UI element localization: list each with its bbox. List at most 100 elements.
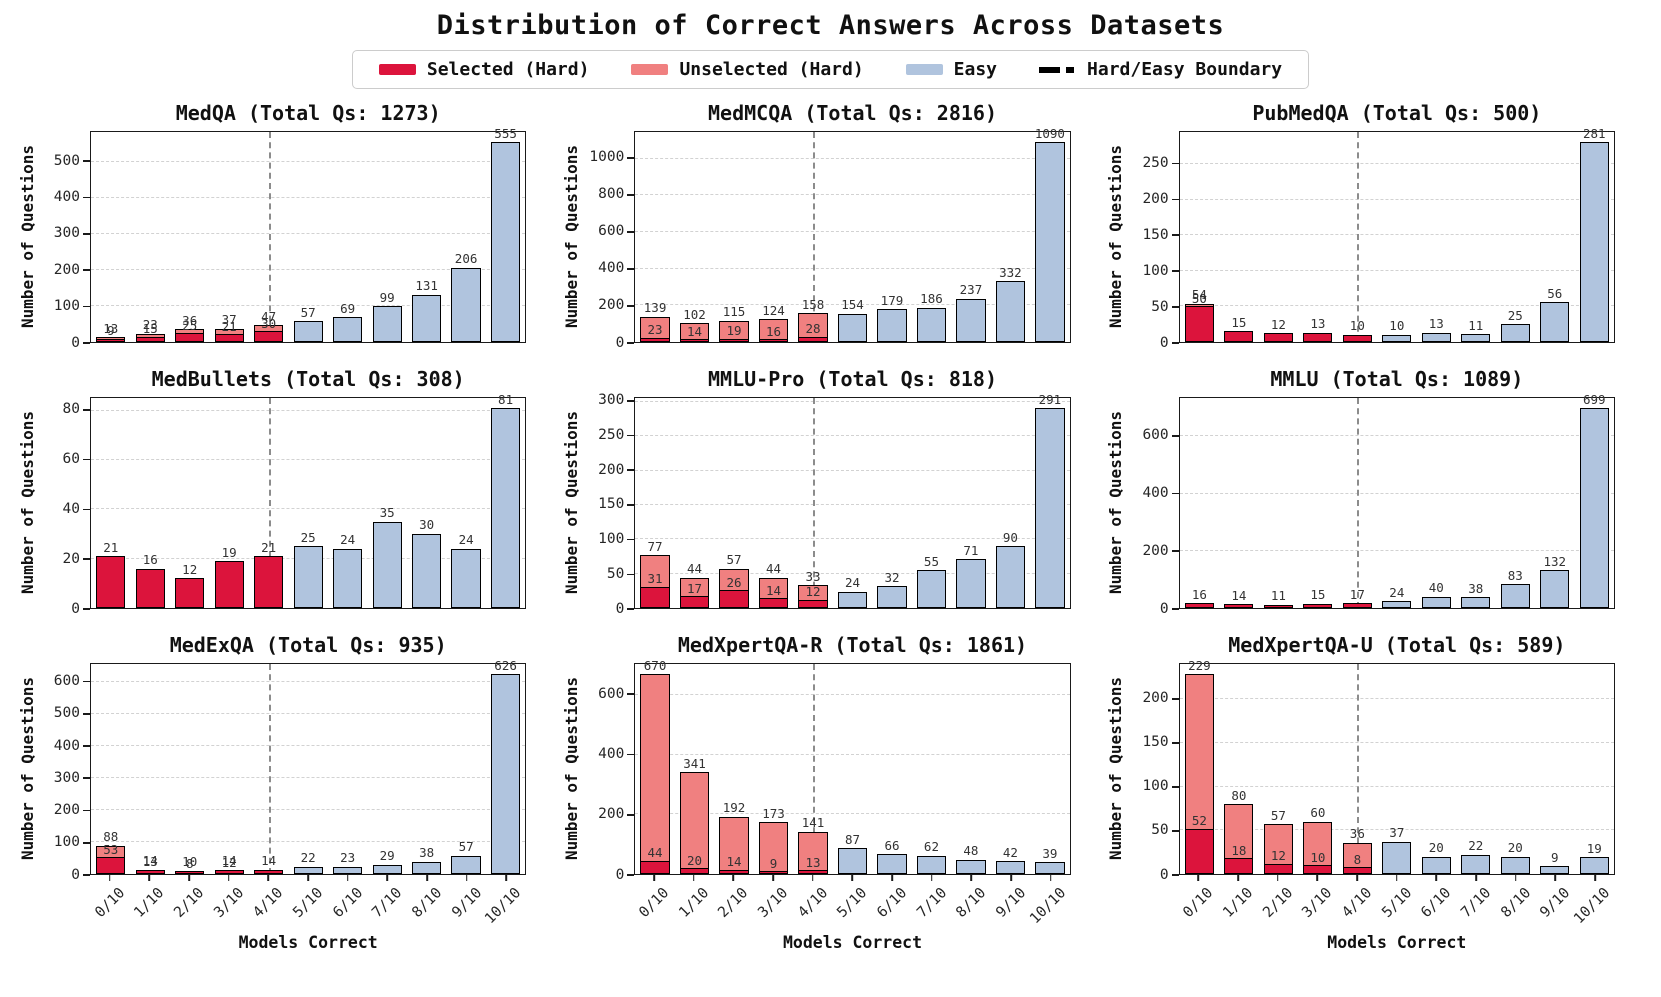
bar-selected-0-10 — [96, 338, 126, 342]
bar-total-label: 44 — [765, 561, 782, 577]
bar-easy-10-10 — [490, 674, 521, 874]
bar-easy-10-10 — [490, 408, 521, 608]
y-tick-mark — [1171, 234, 1179, 237]
bar-total-label: 179 — [880, 292, 904, 308]
bar-easy-5-10 — [1382, 601, 1412, 608]
gridline — [91, 841, 526, 843]
plot-row: Number of Questions 0 200 400 600 800 1000 23 13… — [560, 127, 1071, 350]
bar-total-label: 32 — [884, 569, 900, 585]
bar-selected-1-10 — [1224, 858, 1254, 874]
bar-total-label: 25 — [1507, 307, 1523, 323]
legend-item-selected: Selected (Hard) — [378, 59, 589, 80]
bar-easy-7-10 — [916, 307, 947, 342]
gridline — [91, 160, 526, 162]
bar-selected-label: 21 — [221, 318, 237, 334]
bar-easy-8-10 — [412, 294, 442, 342]
plot-area: 16 14 11 15 17 24 40 38 83 132 699 — [1178, 393, 1615, 609]
bar-easy-9-10 — [451, 855, 481, 874]
gridline — [1179, 269, 1614, 271]
y-tick-label: 300 — [53, 769, 80, 786]
plot-row: Number of Questions 0 200 400 600 44 670 20 341 1… — [560, 659, 1071, 882]
boundary-swatch-icon — [1039, 66, 1077, 73]
bar-total-label: 13 — [1428, 316, 1444, 332]
bar-total-label: 83 — [1507, 567, 1523, 583]
bar-easy-9-10 — [1540, 302, 1570, 342]
gridline — [635, 435, 1070, 437]
bar-selected-0-10 — [96, 857, 126, 874]
x-tick-mark — [347, 875, 349, 881]
x-tick-mark — [426, 875, 428, 881]
bar-selected-label: 30 — [261, 315, 277, 331]
bar-total-label: 192 — [722, 800, 746, 816]
y-tick-label: 800 — [598, 186, 625, 203]
legend-label: Hard/Easy Boundary — [1087, 59, 1283, 80]
bar-selected-4-10 — [254, 331, 284, 342]
subplot-title: MMLU (Total Qs: 1089) — [1270, 367, 1524, 391]
gridline — [635, 304, 1070, 306]
gridline — [91, 777, 526, 779]
bar-selected-1-10 — [135, 568, 165, 608]
x-tick-mark — [1356, 875, 1358, 881]
y-tick-label: 500 — [53, 705, 80, 722]
bar-selected-3-10 — [214, 870, 244, 874]
plot-area: 31 77 17 44 26 57 14 44 12 33 24 32 55 71 90 291 — [634, 393, 1071, 609]
bar-selected-3-10 — [758, 871, 789, 874]
bar-total-label: 186 — [920, 291, 943, 307]
x-tick-mark — [1050, 875, 1052, 881]
bar-easy-8-10 — [1500, 324, 1530, 342]
y-tick-label: 150 — [1142, 226, 1169, 243]
bar-selected-label: 9 — [106, 323, 115, 339]
bar-easy-5-10 — [837, 591, 868, 608]
bar-total-label: 57 — [458, 839, 474, 855]
legend-item-boundary: Hard/Easy Boundary — [1039, 59, 1282, 80]
y-axis-label-col: Number of Questions — [560, 663, 582, 875]
bar-total-label: 131 — [415, 278, 438, 294]
y-tick-mark — [83, 269, 90, 272]
y-tick-mark — [83, 196, 90, 199]
bar-total-label: 9 — [1551, 849, 1559, 865]
bar-selected-label: 14 — [687, 323, 703, 339]
gridline — [635, 753, 1070, 755]
y-tick-label: 100 — [598, 531, 625, 548]
gridline — [635, 813, 1070, 815]
gridline — [635, 157, 1070, 159]
bar-unselected-4-10 — [798, 831, 828, 874]
x-tick-label: 0/10 — [636, 885, 673, 922]
y-axis-label-col: Number of Questions — [16, 663, 38, 875]
y-tick-mark — [1171, 434, 1179, 437]
bar-selected-3-10 — [1303, 865, 1333, 874]
bar-total-label: 80 — [1231, 787, 1247, 803]
bar-selected-label: 8 — [185, 855, 194, 871]
x-tick-mark — [812, 875, 814, 881]
bar-easy-9-10 — [1540, 570, 1570, 608]
x-tick-label: 7/10 — [914, 885, 951, 922]
x-tick-label: 7/10 — [1458, 885, 1495, 922]
bar-selected-3-10 — [1303, 603, 1333, 608]
y-tick-label: 50 — [1151, 822, 1169, 839]
bar-selected-label: 20 — [687, 852, 703, 868]
bar-total-label: 14 — [221, 853, 237, 869]
bar-selected-2-10 — [175, 333, 205, 342]
gridline — [91, 681, 526, 683]
bar-total-label: 11 — [1270, 588, 1286, 604]
x-tick-label: 8/10 — [1498, 885, 1535, 922]
gridline — [91, 196, 526, 198]
plot-row: Number of Questions 0 100 200 300 400 500 9 13 15… — [16, 127, 527, 350]
plot-area: 9 13 15 23 25 36 21 37 30 47 57 69 99 131 206 555 — [90, 127, 527, 343]
x-tick-label: 5/10 — [290, 885, 327, 922]
bar-selected-4-10 — [798, 599, 828, 608]
legend-label: Unselected (Hard) — [679, 59, 864, 80]
bar-selected-label: 26 — [726, 574, 742, 590]
gridline — [1179, 698, 1614, 700]
x-tick-mark — [505, 875, 508, 881]
y-tick-label: 200 — [1142, 542, 1169, 559]
y-tick-mark — [83, 233, 90, 235]
y-tick-label: 200 — [598, 461, 625, 478]
bar-total-label: 88 — [103, 829, 119, 845]
bar-selected-2-10 — [1263, 604, 1293, 608]
x-tick-label: 2/10 — [715, 885, 752, 922]
bar-selected-label: 10 — [1310, 849, 1326, 865]
x-tick-mark — [1594, 875, 1596, 881]
y-tick-label: 100 — [1142, 262, 1169, 279]
bar-total-label: 10 — [1389, 318, 1405, 334]
